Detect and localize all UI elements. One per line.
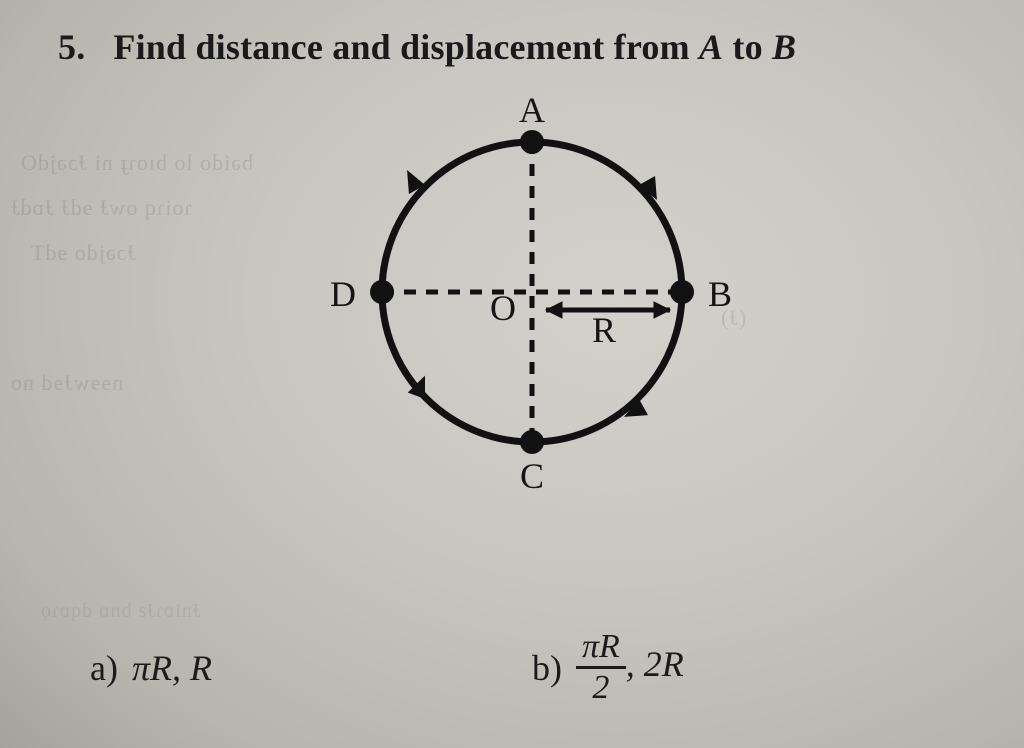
option-b-expr: πR 2 , 2R: [576, 630, 684, 705]
point-a-dot: [520, 130, 544, 154]
answer-options: a) πR, R b) πR 2 , 2R: [90, 630, 984, 705]
diagram-svg: A B C D O R: [322, 82, 742, 502]
option-b: b) πR 2 , 2R: [532, 630, 684, 705]
label-c: C: [520, 456, 544, 496]
page-root: bəido lo bıoɿɟ ni ɈɔəjdO ɿoiɿq owɈ ɘdɈ Ɉ…: [0, 0, 1024, 748]
option-a-expr: πR, R: [132, 647, 212, 689]
label-a: A: [519, 90, 545, 130]
arrow-icon: [400, 170, 428, 198]
bleed-line: bəido lo bıoɿɟ ni ɈɔəjdO: [20, 150, 253, 176]
option-b-denominator: 2: [586, 671, 615, 705]
var-from: A: [699, 27, 723, 67]
point-c-dot: [520, 430, 544, 454]
option-b-tail: , 2R: [626, 644, 684, 684]
question-text: Find distance and displacement from A to…: [113, 26, 796, 68]
question-number: 5.: [58, 26, 85, 68]
option-b-tag: b): [532, 647, 562, 689]
question-prefix: Find distance and displacement from: [113, 27, 699, 67]
bleed-line: nɘɘwɈɘd no: [10, 370, 123, 396]
option-a: a) πR, R: [90, 630, 212, 705]
bleed-line: Ɉɔəjdo ɘdT: [30, 240, 136, 266]
circle-diagram: A B C D O R: [322, 82, 742, 502]
label-d: D: [330, 274, 356, 314]
label-o: O: [490, 288, 516, 328]
option-b-fraction: πR 2: [576, 630, 626, 705]
option-a-tag: a): [90, 647, 118, 689]
bleed-line: ɿoiɿq owɈ ɘdɈ ɈɒdɈ: [10, 195, 192, 221]
point-d-dot: [370, 280, 394, 304]
question-line: 5. Find distance and displacement from A…: [58, 26, 1004, 68]
label-r: R: [592, 310, 616, 350]
option-b-numerator: πR: [576, 630, 626, 664]
label-b: B: [708, 274, 732, 314]
var-to: B: [772, 27, 796, 67]
point-b-dot: [670, 280, 694, 304]
question-mid: to: [723, 27, 772, 67]
bleed-line: ɈniɒɿɈƨ bnɒ dqɒɿǫ: [40, 600, 201, 623]
